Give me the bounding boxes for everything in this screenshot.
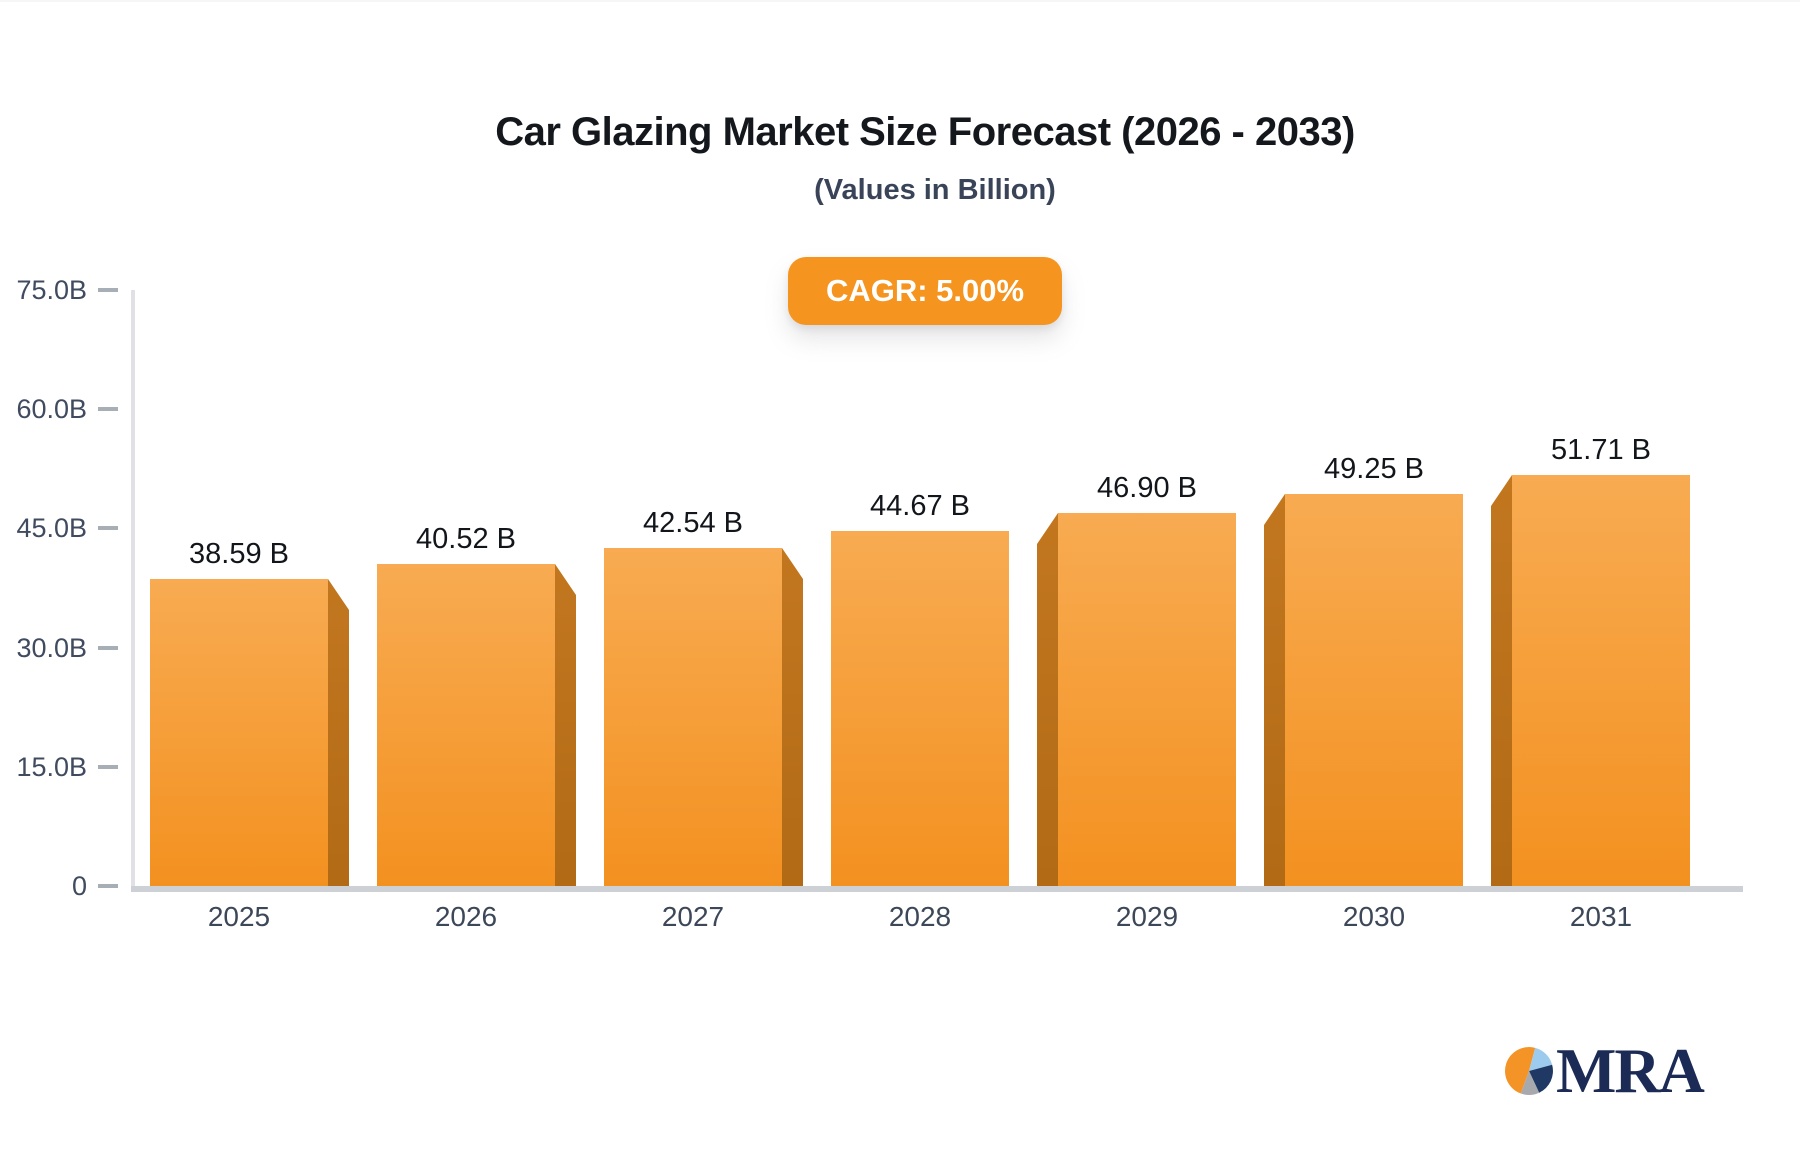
cagr-badge-label: CAGR: 5.00% — [825, 273, 1025, 308]
bar-side-2026 — [555, 564, 576, 886]
y-tick-dash — [98, 764, 118, 769]
bar-face-2029 — [1058, 513, 1236, 886]
bar-side-2027 — [782, 548, 803, 886]
y-tick-dash — [98, 884, 118, 888]
bar-face-2026 — [377, 564, 555, 886]
bar-face-2027 — [604, 548, 782, 886]
y-tick-label: 30.0B — [16, 632, 87, 663]
x-tick-label-2027: 2027 — [661, 901, 725, 932]
bar-value-label-2025: 38.59 B — [189, 538, 289, 570]
bar-side-2030 — [1264, 494, 1285, 886]
chart-subtitle: (Values in Billion) — [814, 174, 1056, 206]
y-tick-label: 75.0B — [16, 274, 87, 305]
y-tick-dash — [98, 287, 118, 292]
pie-slice-gray — [1520, 1071, 1540, 1095]
bar-value-label-2028: 44.67 B — [870, 490, 970, 522]
pie-slice-lightblue — [1529, 1047, 1553, 1071]
mra-logo: MRA — [1504, 1035, 1705, 1106]
bar-face-2028 — [831, 531, 1009, 886]
bar-face-2025 — [150, 579, 328, 886]
y-tick-label: 15.0B — [16, 751, 87, 782]
pie-slice-navy — [1529, 1064, 1553, 1093]
bar-value-label-2031: 51.71 B — [1551, 434, 1651, 466]
x-tick-label-2031: 2031 — [1569, 901, 1633, 932]
bar-side-2031 — [1491, 475, 1512, 886]
y-tick-label: 45.0B — [16, 513, 87, 544]
bar-value-label-2026: 40.52 B — [416, 523, 516, 555]
y-tick-dash — [98, 645, 118, 650]
bar-value-label-2027: 42.54 B — [643, 507, 743, 539]
x-tick-label-2029: 2029 — [1115, 901, 1179, 932]
y-axis-line — [131, 290, 135, 886]
bar-face-2031 — [1512, 475, 1690, 886]
chart-title: Car Glazing Market Size Forecast (2026 -… — [495, 110, 1355, 154]
x-tick-label-2026: 2026 — [434, 901, 498, 932]
x-tick-label-2028: 2028 — [888, 901, 952, 932]
y-tick-dash — [98, 526, 118, 531]
x-tick-label-2030: 2030 — [1342, 901, 1406, 932]
x-tick-label-2025: 2025 — [207, 901, 271, 932]
y-tick-dash — [98, 407, 118, 411]
y-tick-label: 60.0B — [16, 394, 87, 424]
bar-side-2025 — [328, 579, 349, 886]
bar-face-2030 — [1285, 494, 1463, 886]
bar-value-label-2029: 46.90 B — [1097, 472, 1197, 504]
pie-slice-orange — [1505, 1047, 1536, 1094]
x-axis-baseline — [131, 886, 1743, 892]
bar-side-2029 — [1037, 513, 1058, 886]
mra-logo-pie-icon — [1505, 1047, 1553, 1095]
y-tick-label: 0 — [71, 871, 87, 901]
mra-logo-text: MRA — [1556, 1035, 1705, 1106]
bar-value-label-2030: 49.25 B — [1324, 453, 1424, 485]
cagr-badge: CAGR: 5.00% — [788, 257, 1062, 325]
